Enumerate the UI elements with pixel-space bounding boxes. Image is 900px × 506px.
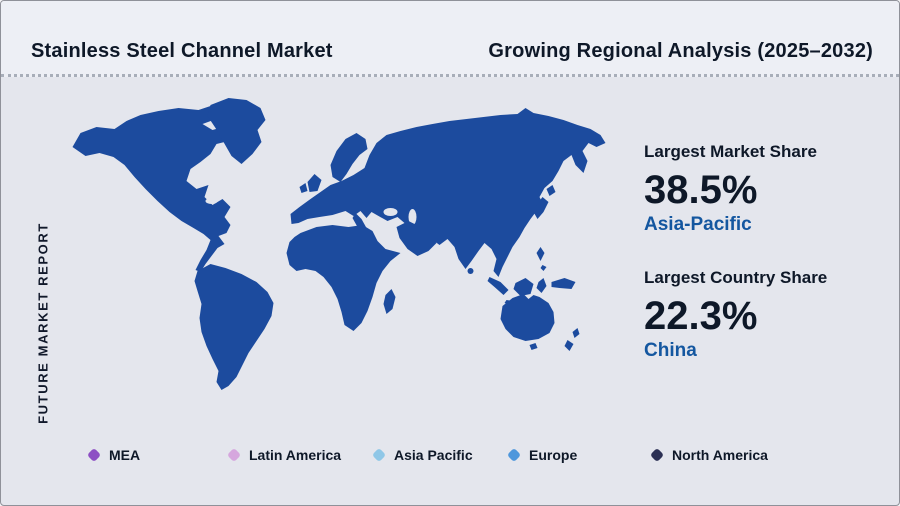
island-tasmania — [529, 343, 538, 350]
stat-market-share-label: Largest Market Share — [644, 142, 817, 161]
island-greenland — [207, 98, 266, 164]
legend-item-europe: Europe — [506, 447, 578, 463]
legend-item-north-america: North America — [649, 447, 768, 463]
stat-market-share-region: Asia-Pacific — [644, 214, 752, 235]
island-ireland — [299, 183, 308, 193]
island-japan-main — [533, 197, 549, 219]
caspian-sea — [408, 209, 417, 225]
island-philippines-north — [536, 247, 545, 261]
island-madagascar — [383, 289, 396, 314]
legend-dot-mea — [86, 447, 102, 463]
stat-market-share: Largest Market Share 38.5% Asia-Pacific — [644, 142, 894, 236]
legend-dot-asia-pacific — [371, 447, 387, 463]
stat-country-share-label: Largest Country Share — [644, 268, 828, 287]
island-new-zealand-south — [564, 340, 574, 351]
brand-watermark: FUTURE MARKET REPORT — [35, 222, 51, 424]
stat-country-share-region: China — [644, 340, 697, 361]
continent-africa — [286, 225, 401, 331]
continent-eurasia — [290, 108, 606, 277]
hudson-bay — [190, 170, 205, 184]
continent-australia — [500, 294, 555, 341]
continent-south-america — [194, 264, 274, 390]
legend-label-europe: Europe — [529, 447, 578, 463]
legend-item-asia-pacific: Asia Pacific — [371, 447, 473, 463]
great-lakes — [205, 198, 218, 204]
legend-dot-north-america — [649, 447, 665, 463]
continent-north-america — [72, 106, 237, 272]
legend-label-mea: MEA — [109, 447, 141, 463]
island-new-zealand-north — [572, 328, 580, 338]
island-sri-lanka — [467, 268, 474, 274]
black-sea — [383, 208, 398, 216]
legend-dot-latin-america — [226, 447, 242, 463]
stat-country-share: Largest Country Share 22.3% China — [644, 268, 894, 362]
legend-label-asia-pacific: Asia Pacific — [394, 447, 473, 463]
stat-country-share-value: 22.3% — [644, 294, 758, 338]
island-sulawesi — [536, 278, 547, 293]
island-great-britain — [307, 174, 322, 192]
region-legend: MEA Latin America Asia Pacific Europe No… — [1, 447, 899, 469]
page-title-left: Stainless Steel Channel Market — [31, 40, 333, 62]
page-title-right: Growing Regional Analysis (2025–2032) — [488, 40, 873, 62]
stat-market-share-value: 38.5% — [644, 168, 758, 212]
world-map — [72, 98, 606, 390]
legend-label-north-america: North America — [672, 447, 768, 463]
legend-label-latin-america: Latin America — [249, 447, 342, 463]
legend-item-latin-america: Latin America — [226, 447, 342, 463]
island-sumatra — [487, 277, 509, 295]
legend-dot-europe — [506, 447, 522, 463]
island-borneo — [513, 278, 534, 296]
island-philippines-south — [540, 265, 547, 271]
stats-panel: Largest Market Share 38.5% Asia-Pacific … — [644, 142, 894, 362]
island-japan-north — [546, 185, 556, 196]
island-new-guinea — [551, 278, 576, 289]
legend-item-mea: MEA — [86, 447, 141, 463]
peninsula-scandinavia — [330, 133, 368, 182]
header-bar: Stainless Steel Channel Market Growing R… — [1, 1, 899, 77]
peninsula-arabia — [396, 221, 437, 256]
